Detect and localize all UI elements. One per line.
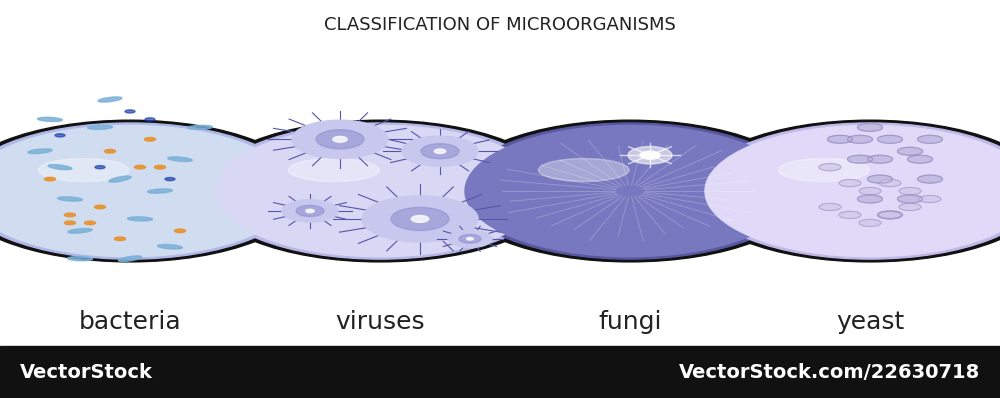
Circle shape	[333, 137, 347, 142]
Ellipse shape	[908, 155, 932, 163]
Circle shape	[215, 125, 545, 257]
Circle shape	[306, 209, 314, 213]
Ellipse shape	[158, 244, 182, 249]
Circle shape	[467, 238, 473, 240]
Circle shape	[448, 230, 492, 248]
Ellipse shape	[125, 110, 135, 113]
Ellipse shape	[839, 179, 861, 187]
Text: VectorStock.com/22630718: VectorStock.com/22630718	[679, 363, 980, 382]
Ellipse shape	[68, 228, 92, 233]
Ellipse shape	[778, 158, 869, 181]
Circle shape	[434, 149, 446, 154]
Ellipse shape	[145, 118, 155, 121]
Ellipse shape	[858, 123, 883, 131]
Ellipse shape	[114, 237, 126, 240]
Ellipse shape	[104, 150, 116, 153]
Circle shape	[452, 120, 808, 262]
Ellipse shape	[175, 229, 186, 232]
Ellipse shape	[918, 135, 942, 143]
Ellipse shape	[848, 135, 872, 143]
Ellipse shape	[144, 138, 156, 141]
Ellipse shape	[918, 175, 942, 183]
Circle shape	[391, 207, 449, 230]
Ellipse shape	[899, 187, 921, 195]
Ellipse shape	[55, 134, 65, 137]
Ellipse shape	[88, 125, 112, 129]
Circle shape	[402, 136, 478, 166]
Ellipse shape	[288, 158, 379, 181]
Ellipse shape	[154, 166, 166, 169]
Circle shape	[699, 123, 1000, 259]
Ellipse shape	[188, 125, 212, 129]
Ellipse shape	[44, 177, 56, 181]
Ellipse shape	[859, 219, 881, 226]
Ellipse shape	[898, 147, 922, 155]
Ellipse shape	[48, 165, 72, 170]
Text: yeast: yeast	[836, 310, 904, 334]
Circle shape	[0, 120, 308, 262]
Ellipse shape	[165, 178, 175, 181]
Ellipse shape	[94, 205, 106, 209]
Ellipse shape	[859, 187, 881, 195]
Ellipse shape	[868, 175, 893, 183]
Ellipse shape	[879, 179, 901, 187]
Circle shape	[0, 125, 295, 257]
Ellipse shape	[118, 256, 142, 261]
Ellipse shape	[878, 135, 902, 143]
Text: CLASSIFICATION OF MICROORGANISMS: CLASSIFICATION OF MICROORGANISMS	[324, 16, 676, 34]
Ellipse shape	[134, 166, 146, 169]
Ellipse shape	[168, 157, 192, 162]
Ellipse shape	[109, 176, 131, 182]
Circle shape	[628, 146, 672, 164]
Ellipse shape	[919, 195, 941, 203]
Ellipse shape	[128, 217, 152, 221]
FancyBboxPatch shape	[0, 346, 1000, 398]
Ellipse shape	[878, 211, 902, 219]
Ellipse shape	[95, 166, 105, 169]
Ellipse shape	[858, 195, 883, 203]
Ellipse shape	[148, 189, 172, 193]
Circle shape	[692, 120, 1000, 262]
Text: viruses: viruses	[335, 310, 425, 334]
Ellipse shape	[58, 197, 82, 201]
Circle shape	[296, 205, 324, 217]
Circle shape	[459, 123, 801, 259]
Circle shape	[0, 123, 301, 259]
Circle shape	[640, 151, 660, 159]
Circle shape	[292, 120, 388, 158]
Ellipse shape	[98, 97, 122, 102]
Circle shape	[459, 234, 481, 243]
Circle shape	[282, 200, 338, 222]
Text: VectorStock: VectorStock	[20, 363, 153, 382]
Ellipse shape	[828, 135, 852, 143]
Text: bacteria: bacteria	[79, 310, 181, 334]
Ellipse shape	[898, 195, 922, 203]
Ellipse shape	[848, 155, 872, 163]
Ellipse shape	[38, 117, 62, 121]
Ellipse shape	[84, 221, 96, 224]
Circle shape	[362, 196, 478, 242]
Ellipse shape	[64, 213, 76, 217]
Ellipse shape	[868, 155, 893, 163]
Ellipse shape	[64, 221, 76, 224]
Ellipse shape	[899, 203, 921, 211]
Ellipse shape	[819, 203, 841, 211]
Ellipse shape	[28, 149, 52, 154]
Text: fungi: fungi	[598, 310, 662, 334]
Ellipse shape	[538, 158, 629, 181]
Circle shape	[316, 130, 364, 149]
Circle shape	[202, 120, 558, 262]
Ellipse shape	[68, 257, 92, 261]
Circle shape	[465, 125, 795, 257]
Ellipse shape	[879, 211, 901, 219]
Circle shape	[421, 144, 459, 159]
Circle shape	[209, 123, 551, 259]
Circle shape	[705, 125, 1000, 257]
Ellipse shape	[38, 158, 129, 181]
Circle shape	[411, 215, 429, 222]
Ellipse shape	[839, 211, 861, 219]
Ellipse shape	[819, 164, 841, 171]
